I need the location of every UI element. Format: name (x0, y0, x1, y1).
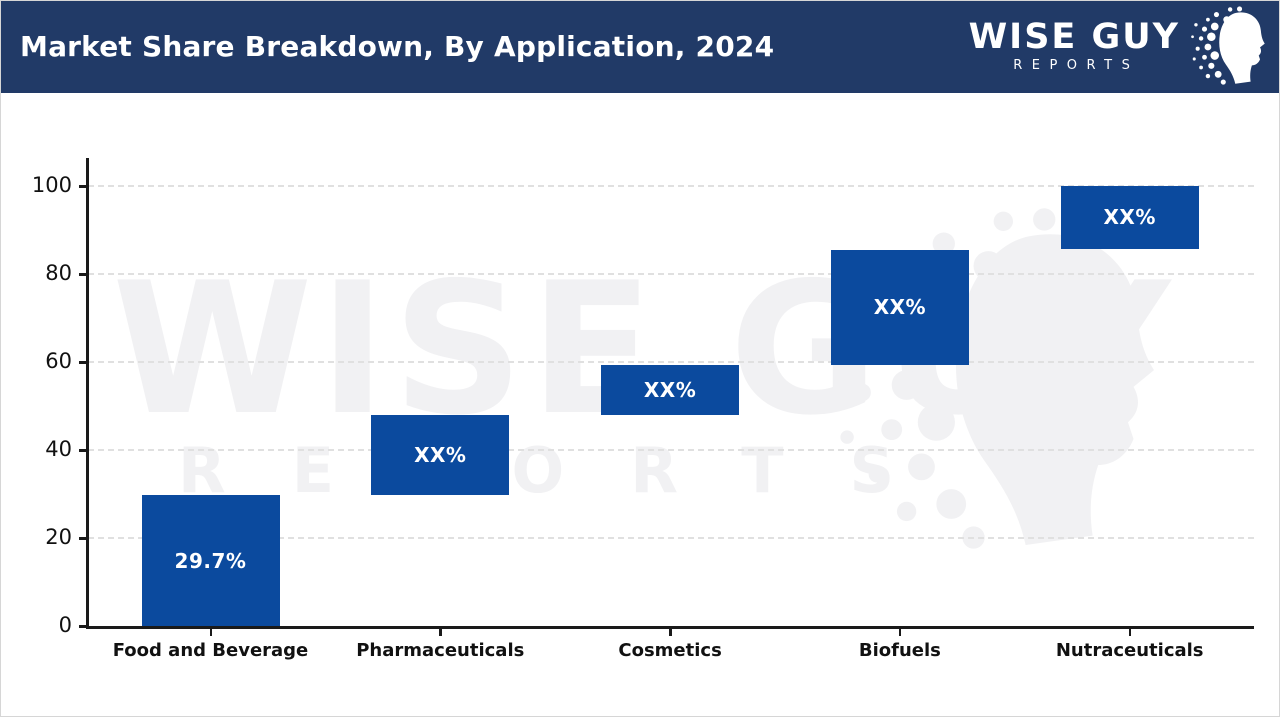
bar-segment: XX% (371, 414, 510, 496)
wiseguy-logo-sub: REPORTS (1013, 58, 1140, 73)
y-tick-label: 20 (45, 525, 72, 549)
gridline (88, 361, 1254, 363)
y-tick-label: 60 (45, 349, 72, 373)
bar-value-label: XX% (1103, 205, 1156, 230)
y-tick-mark (79, 537, 88, 540)
wiseguy-head-icon (1191, 5, 1265, 85)
y-tick-mark (79, 449, 88, 452)
x-tick-mark (898, 628, 902, 636)
x-axis-label: Nutraceuticals (1055, 640, 1204, 661)
gridline (88, 449, 1254, 451)
y-tick-mark (79, 625, 88, 628)
wiseguy-logo-name: WISE GUY (968, 17, 1180, 57)
bar-value-label: XX% (873, 295, 927, 320)
y-axis-spine (86, 158, 89, 628)
gridline (88, 273, 1254, 275)
bar-segment: XX% (601, 364, 740, 415)
x-tick-mark (439, 628, 442, 636)
header-band: Market Share Breakdown, By Application, … (0, 0, 1280, 93)
x-tick-mark (669, 628, 672, 636)
bar-segment: XX% (830, 249, 969, 365)
bar-value-label: XX% (643, 377, 697, 402)
y-tick-label: 0 (58, 613, 72, 637)
x-axis-label: Food and Beverage (112, 640, 309, 661)
chart-title: Market Share Breakdown, By Application, … (20, 30, 775, 63)
bar-value-label: XX% (414, 443, 467, 468)
x-axis-spine (86, 626, 1254, 629)
y-tick-label: 80 (45, 261, 72, 285)
x-tick-mark (209, 628, 212, 636)
y-tick-label: 100 (31, 173, 72, 197)
y-tick-mark (79, 185, 88, 188)
bar-segment: 29.7% (141, 495, 280, 626)
x-axis-label: Pharmaceuticals (356, 640, 525, 661)
y-tick-mark (79, 361, 88, 364)
y-tick-mark (79, 273, 88, 276)
x-tick-mark (1128, 628, 1132, 636)
bar-segment: XX% (1060, 186, 1199, 249)
gridline (88, 537, 1254, 539)
wiseguy-logo: WISE GUY REPORTS (968, 5, 1268, 88)
bar-value-label: 29.7% (174, 548, 247, 573)
wiseguy-logo-text: WISE GUY REPORTS (968, 17, 1180, 74)
y-tick-label: 40 (45, 437, 72, 461)
x-axis-label: Biofuels (858, 640, 941, 661)
gridline (88, 185, 1254, 187)
x-axis-label: Cosmetics (618, 640, 722, 661)
